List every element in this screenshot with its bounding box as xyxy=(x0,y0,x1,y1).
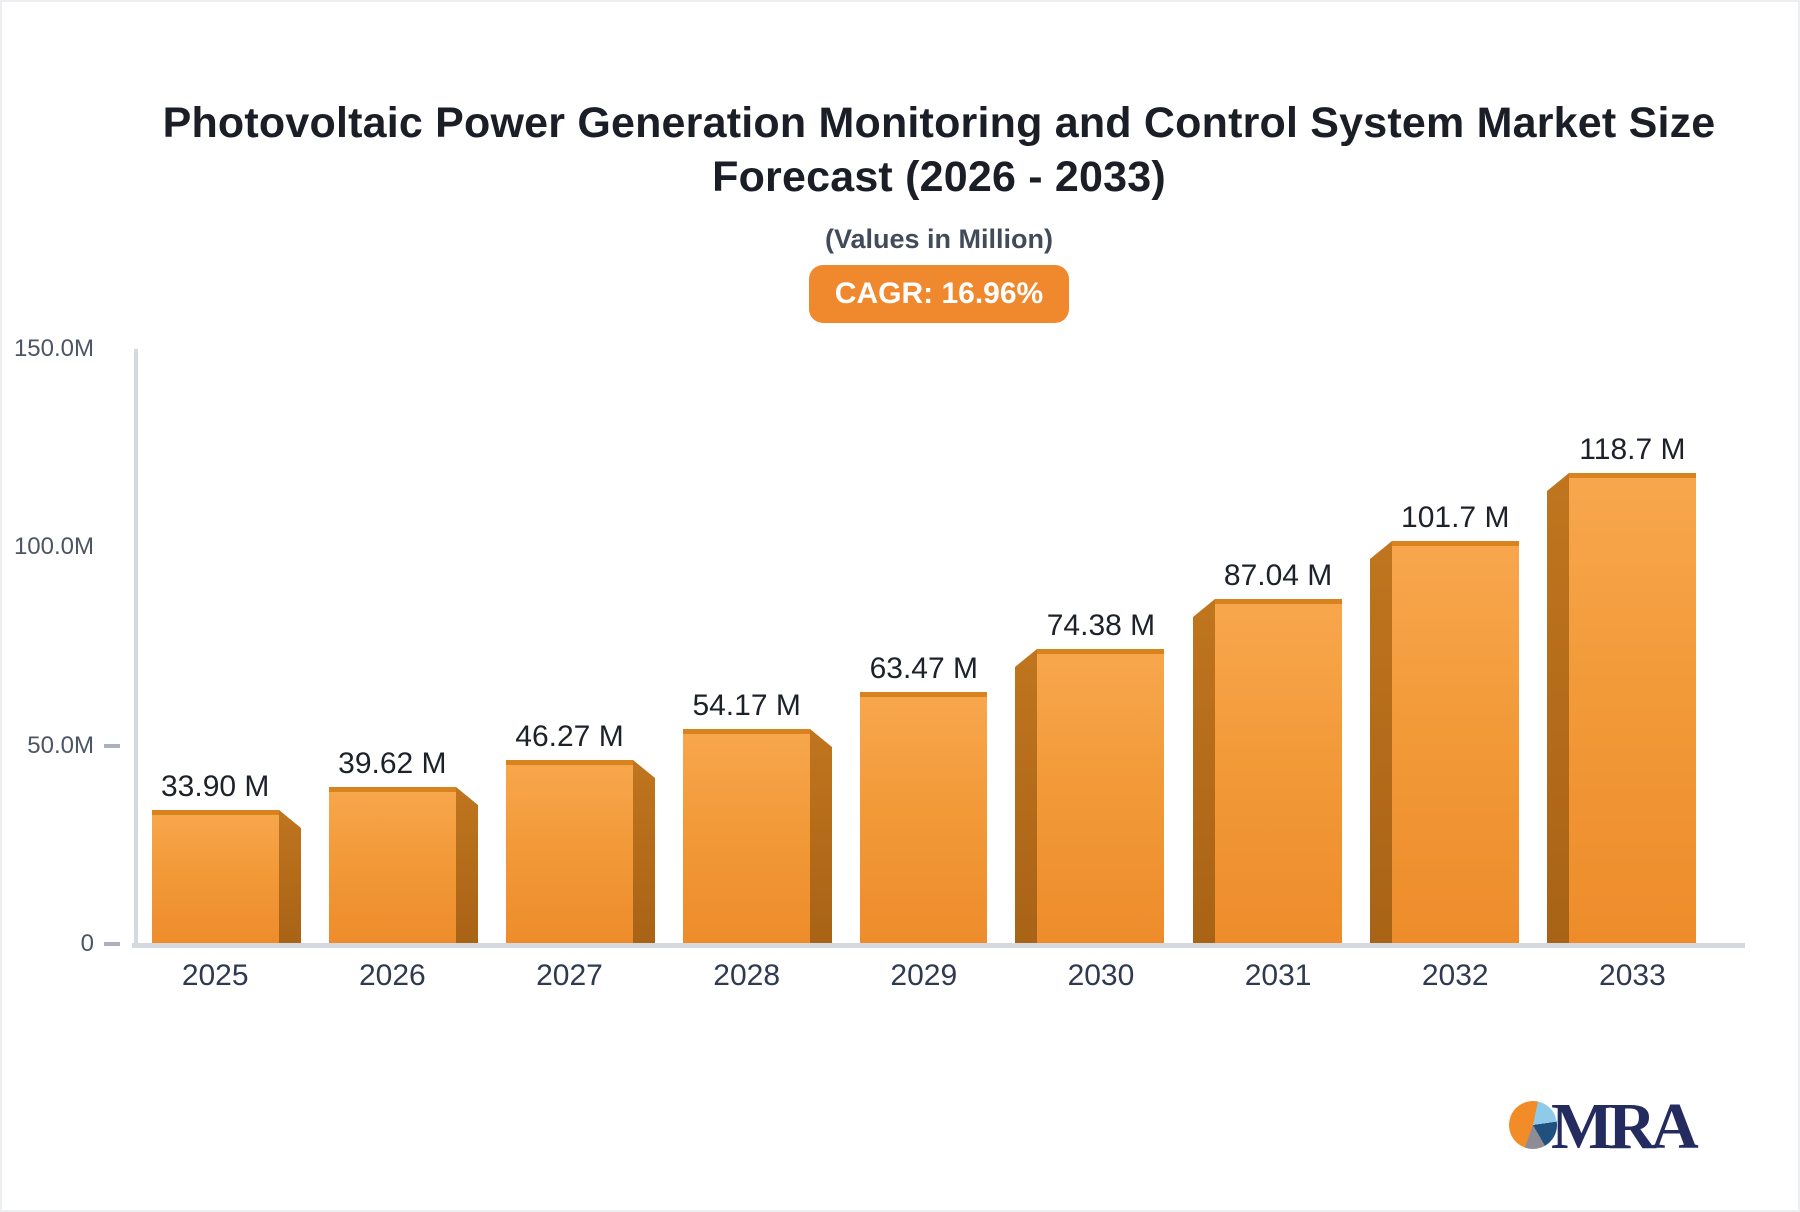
x-axis-label-2025: 2025 xyxy=(181,959,249,992)
y-axis-label-0: 0 xyxy=(80,930,94,957)
bar-value-label-2032: 101.7 M xyxy=(1401,501,1510,534)
chart-title-line2: Forecast (2026 - 2033) xyxy=(712,153,1166,201)
chart-title-line1: Photovoltaic Power Generation Monitoring… xyxy=(162,99,1716,147)
bar-2025 xyxy=(152,810,279,944)
cagr-badge: CAGR: 16.96% xyxy=(808,265,1070,323)
x-axis-baseline xyxy=(132,943,1745,948)
logo-text: MRA xyxy=(1551,1090,1699,1163)
bar-2030 xyxy=(1037,649,1164,944)
x-axis-label-2029: 2029 xyxy=(890,959,958,992)
bar-3d-side-2026 xyxy=(456,787,478,943)
y-axis-label-100.0M: 100.0M xyxy=(13,533,94,560)
bar-2033 xyxy=(1569,473,1696,944)
mra-logo: MRA xyxy=(1507,1082,1767,1172)
y-axis-label-150.0M: 150.0M xyxy=(13,335,94,362)
bar-3d-side-2032 xyxy=(1370,541,1392,943)
bar-2027 xyxy=(506,760,633,944)
bar-top-edge xyxy=(860,692,987,697)
bar-top-edge xyxy=(506,760,633,765)
bar-2029 xyxy=(860,692,987,944)
bar-top-edge xyxy=(152,810,279,815)
bar-3d-side-2031 xyxy=(1193,599,1215,943)
bar-2028 xyxy=(683,729,810,944)
x-axis-label-2033: 2033 xyxy=(1599,959,1666,992)
bar-top-edge xyxy=(329,787,456,792)
x-axis-label-2030: 2030 xyxy=(1067,959,1135,992)
bar-2031 xyxy=(1215,599,1342,944)
bar-value-label-2027: 46.27 M xyxy=(515,720,624,753)
y-axis-label-50.0M: 50.0M xyxy=(27,732,94,759)
x-axis-label-2027: 2027 xyxy=(536,959,603,992)
bar-3d-side-2028 xyxy=(810,729,832,943)
bar-value-label-2025: 33.90 M xyxy=(160,770,270,803)
bar-3d-side-2025 xyxy=(279,810,301,943)
bar-top-edge xyxy=(1392,541,1519,546)
bar-top-edge xyxy=(1215,599,1342,604)
bar-top-edge xyxy=(1037,649,1164,654)
bar-2032 xyxy=(1392,541,1519,944)
pie-chart-logo-icon xyxy=(1509,1101,1557,1149)
chart-subtitle: (Values in Million) xyxy=(824,224,1054,254)
y-axis-line xyxy=(134,349,138,947)
bar-value-label-2028: 54.17 M xyxy=(692,689,801,722)
bar-3d-side-2027 xyxy=(633,760,655,943)
bar-top-edge xyxy=(1569,473,1696,478)
bar-value-label-2026: 39.62 M xyxy=(338,747,447,780)
bar-value-label-2031: 87.04 M xyxy=(1223,559,1333,592)
bar-2026 xyxy=(329,787,456,944)
x-axis-label-2032: 2032 xyxy=(1421,959,1489,992)
bar-value-label-2030: 74.38 M xyxy=(1046,609,1156,642)
x-axis-label-2026: 2026 xyxy=(358,959,426,992)
bar-top-edge xyxy=(683,729,810,734)
bar-value-label-2033: 118.7 M xyxy=(1579,433,1686,466)
y-axis-tick xyxy=(104,744,120,748)
chart-header: Photovoltaic Power Generation Monitoring… xyxy=(2,96,1798,323)
y-axis-tick xyxy=(104,942,120,946)
bar-3d-side-2030 xyxy=(1015,649,1037,943)
x-axis-label-2028: 2028 xyxy=(713,959,781,992)
bar-3d-side-2033 xyxy=(1547,473,1569,943)
bar-value-label-2029: 63.47 M xyxy=(869,652,978,685)
x-axis-label-2031: 2031 xyxy=(1244,959,1312,992)
